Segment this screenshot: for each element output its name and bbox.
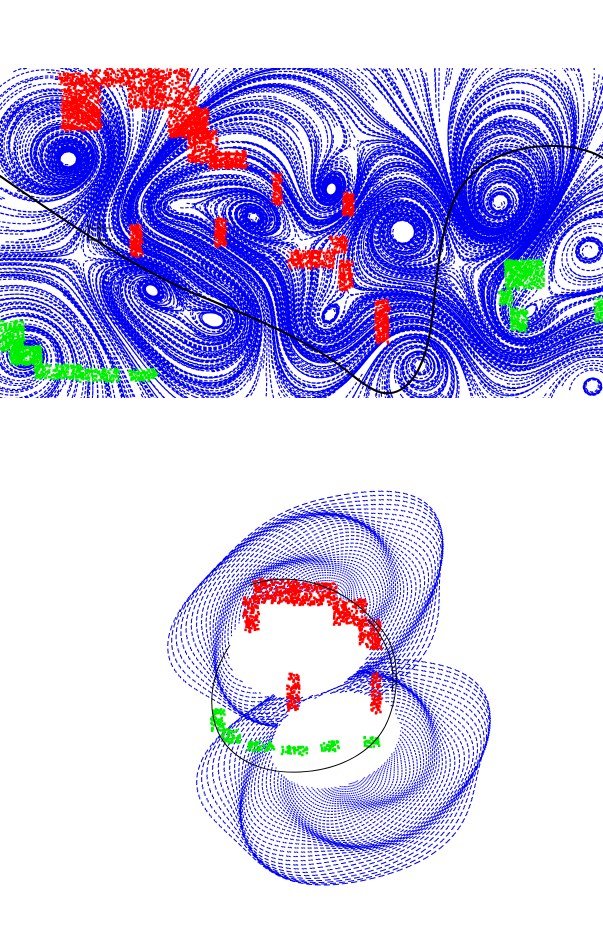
flat-rectangular-domain-panel [0,68,603,398]
toroidal-surface-projection-panel [100,440,520,937]
flat-domain-plot [0,68,603,398]
surface-projection-plot [100,440,520,937]
